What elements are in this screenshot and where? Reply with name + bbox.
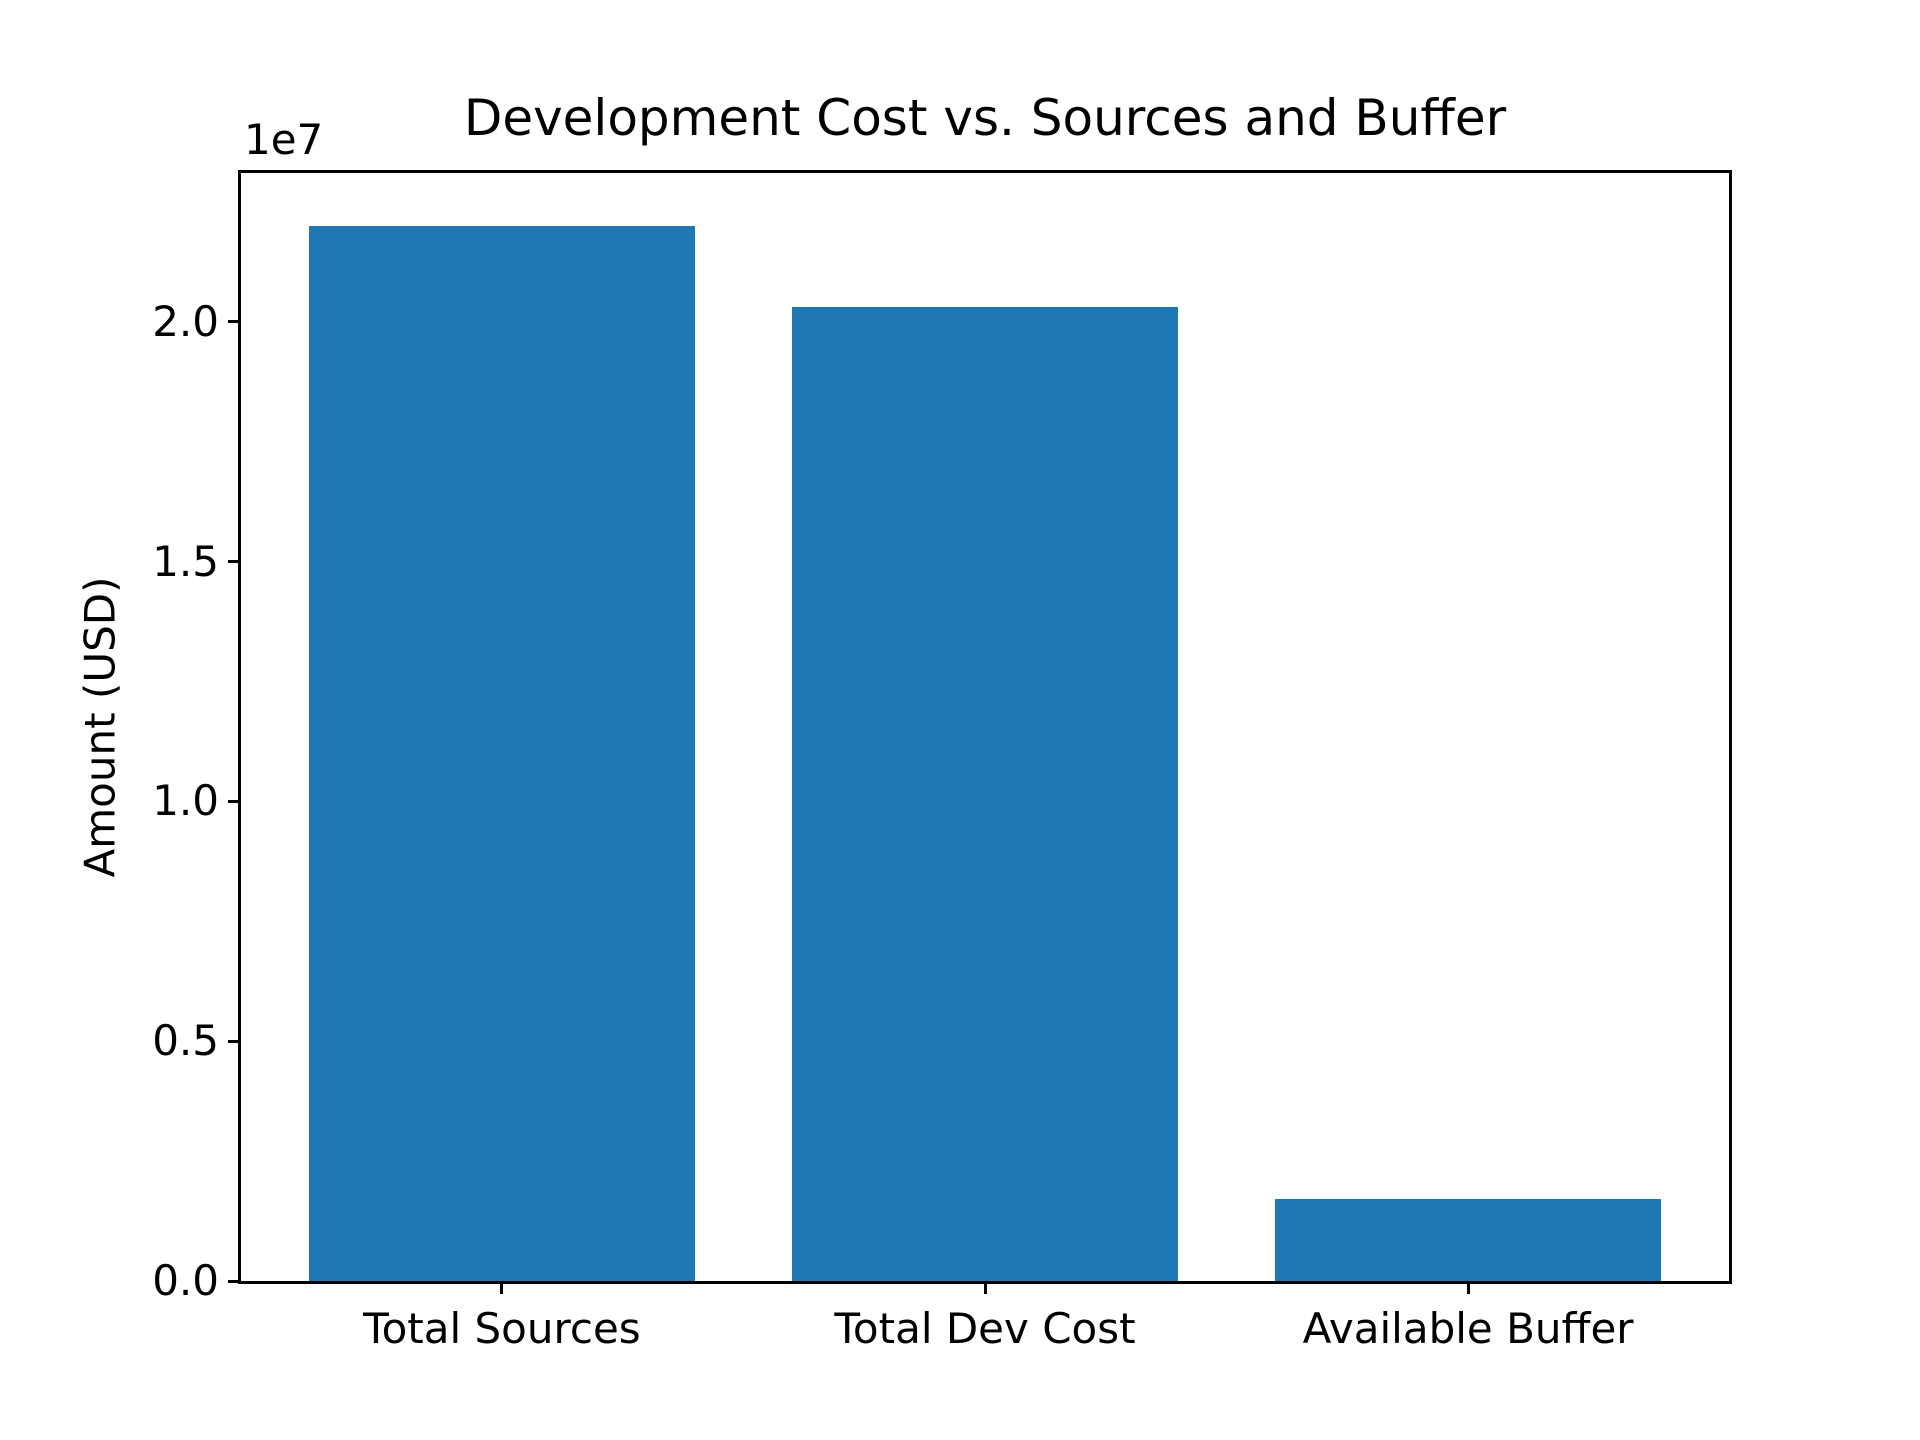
bar-total-sources: [308, 225, 696, 1281]
y-tick-mark: [228, 799, 238, 803]
y-tick-label: 1.0: [152, 776, 219, 826]
bar-total-dev-cost: [791, 307, 1179, 1281]
y-tick-label: 1.5: [152, 536, 219, 586]
plot-area: Total Sources Total Dev Cost Available Buf…: [152, 170, 1732, 1353]
x-tick-label: Available Buffer: [1302, 1304, 1634, 1353]
x-tick-mark: [500, 1284, 504, 1294]
x-tick-mark: [983, 1284, 987, 1294]
y-axis-offset-label: 1e7: [244, 115, 324, 164]
y-tick-label: 0.5: [152, 1016, 219, 1066]
x-tick-label: Total Sources: [363, 1304, 641, 1353]
y-tick-label: 2.0: [152, 296, 219, 346]
x-tick-mark: [1466, 1284, 1470, 1294]
y-tick-mark: [228, 1039, 238, 1043]
y-tick-mark: [228, 1279, 238, 1283]
bar-available-buffer: [1274, 1199, 1662, 1281]
chart-title: Development Cost vs. Sources and Buffer: [463, 89, 1507, 147]
y-tick-mark: [228, 320, 238, 324]
y-tick-mark: [228, 560, 238, 564]
y-tick-label: 0.0: [152, 1256, 219, 1305]
y-axis-label: Amount (USD): [75, 576, 125, 878]
x-tick-label: Total Dev Cost: [834, 1304, 1136, 1353]
